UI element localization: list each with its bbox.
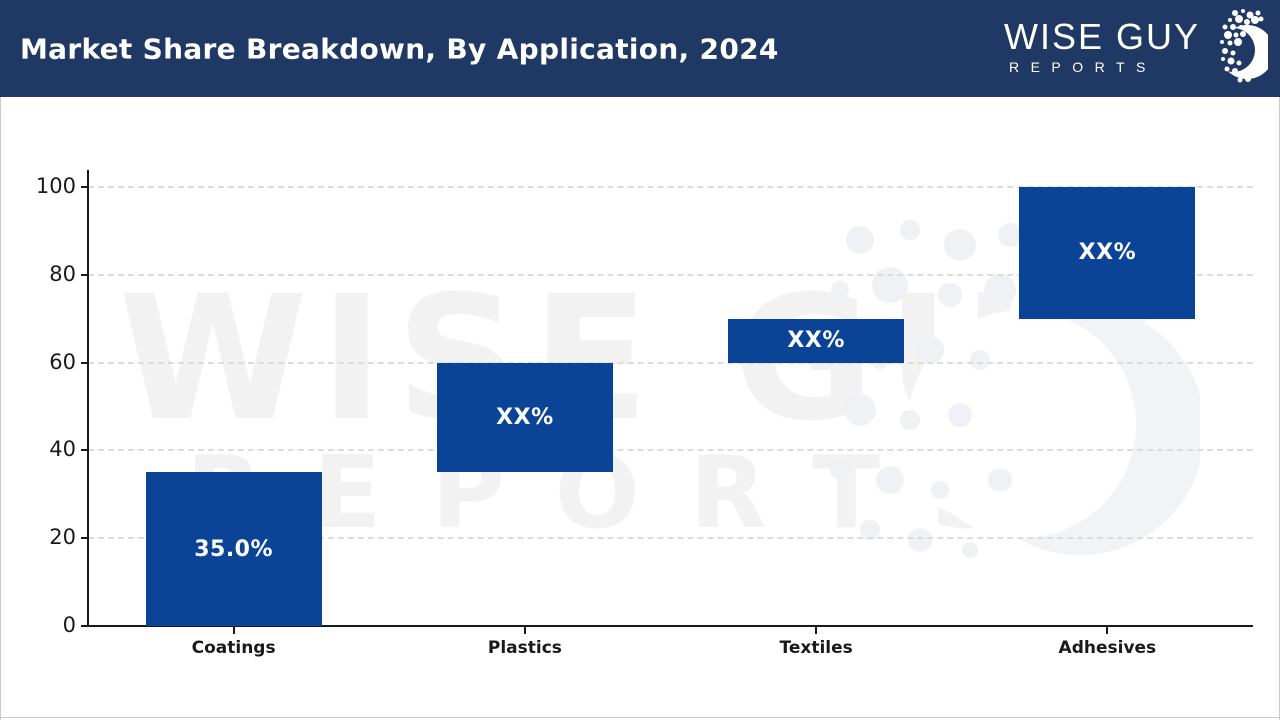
wiseguy-head-icon (1211, 9, 1268, 83)
bar-value-label-adhesives: XX% (1078, 240, 1137, 266)
x-tickmark-textiles (815, 627, 818, 634)
x-tickmark-adhesives (1106, 627, 1109, 634)
gridline-40 (88, 449, 1253, 452)
bar-value-label-coatings: 35.0% (194, 536, 274, 562)
bar-textiles: XX% (728, 318, 905, 363)
y-tickmark-0 (81, 625, 88, 627)
y-tickmark-60 (81, 361, 88, 364)
category-label-coatings: Coatings (191, 638, 276, 658)
bar-value-label-plastics: XX% (496, 404, 554, 430)
logo-brand-name: WISE GUY (1003, 16, 1200, 57)
x-tickmark-plastics (523, 627, 526, 634)
wiseguy-logo: WISE GUY REPORTS (1004, 5, 1268, 89)
y-axis-spine (87, 170, 89, 627)
gridline-60 (88, 361, 1253, 364)
bar-plastics: XX% (436, 362, 613, 473)
category-label-textiles: Textiles (779, 638, 853, 658)
header-bar: Market Share Breakdown, By Application, … (0, 0, 1280, 97)
frame-border-bottom (0, 717, 1280, 718)
page-title: Market Share Breakdown, By Application, … (20, 32, 779, 65)
y-tick-label-40: 40 (49, 437, 76, 462)
y-tick-label-20: 20 (49, 525, 76, 550)
y-tickmark-40 (81, 449, 88, 452)
y-tick-label-0: 0 (62, 613, 76, 637)
y-tickmark-100 (81, 186, 88, 188)
frame-border-left (0, 97, 1, 720)
y-tick-label-60: 60 (49, 349, 76, 374)
gridline-80 (88, 273, 1253, 276)
category-label-plastics: Plastics (487, 638, 562, 658)
y-tickmark-80 (81, 273, 88, 276)
logo-brand-subtitle: REPORTS (1008, 59, 1157, 75)
y-tick-label-80: 80 (49, 261, 76, 286)
y-tick-label-100: 100 (35, 174, 76, 198)
bar-coatings: 35.0% (145, 472, 322, 626)
x-tickmark-coatings (232, 627, 235, 634)
wiseguy-logo-text: WISE GUY REPORTS (1003, 16, 1200, 76)
gridline-100 (88, 186, 1253, 188)
category-label-adhesives: Adhesives (1058, 638, 1157, 658)
watermark-head-icon (818, 220, 1200, 558)
bar-adhesives: XX% (1019, 187, 1196, 319)
x-axis-spine (87, 625, 1253, 627)
gridline-20 (88, 537, 1253, 540)
bar-value-label-textiles: XX% (787, 328, 845, 354)
y-tickmark-20 (81, 537, 88, 540)
